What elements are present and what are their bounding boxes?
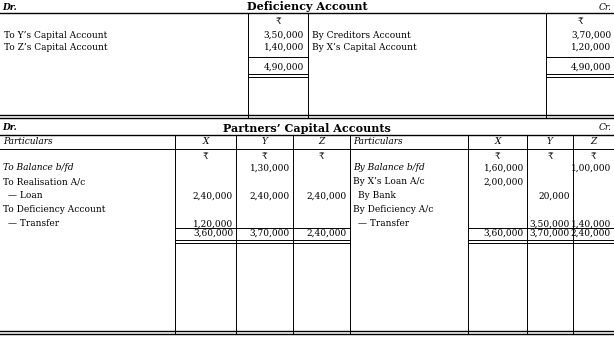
- Text: Deficiency Account: Deficiency Account: [247, 1, 367, 13]
- Text: X: X: [202, 138, 209, 146]
- Text: To Z’s Capital Account: To Z’s Capital Account: [4, 43, 107, 51]
- Text: 2,40,000: 2,40,000: [571, 228, 611, 238]
- Text: Particulars: Particulars: [353, 138, 403, 146]
- Text: 3,70,000: 3,70,000: [571, 30, 611, 40]
- Text: 1,30,000: 1,30,000: [250, 164, 290, 172]
- Text: By X’s Capital Account: By X’s Capital Account: [312, 43, 417, 51]
- Text: Y: Y: [262, 138, 268, 146]
- Text: Y: Y: [547, 138, 553, 146]
- Text: 2,40,000: 2,40,000: [307, 192, 347, 200]
- Text: By Deficiency A/c: By Deficiency A/c: [353, 206, 433, 215]
- Text: Dr.: Dr.: [2, 2, 17, 11]
- Text: Dr.: Dr.: [2, 123, 17, 132]
- Text: To Balance b/fd: To Balance b/fd: [3, 164, 74, 172]
- Text: 1,40,000: 1,40,000: [264, 43, 304, 51]
- Text: To Deficiency Account: To Deficiency Account: [3, 206, 106, 215]
- Text: — Transfer: — Transfer: [358, 219, 409, 228]
- Text: ₹: ₹: [275, 18, 281, 26]
- Text: ₹: ₹: [577, 18, 583, 26]
- Text: 3,50,000: 3,50,000: [264, 30, 304, 40]
- Text: 1,20,000: 1,20,000: [571, 43, 611, 51]
- Text: ₹: ₹: [319, 152, 324, 162]
- Text: 2,40,000: 2,40,000: [307, 228, 347, 238]
- Text: 3,60,000: 3,60,000: [484, 228, 524, 238]
- Text: By X’s Loan A/c: By X’s Loan A/c: [353, 177, 425, 187]
- Text: ₹: ₹: [495, 152, 500, 162]
- Text: By Balance b/fd: By Balance b/fd: [353, 164, 425, 172]
- Text: 3,60,000: 3,60,000: [193, 228, 233, 238]
- Text: 3,50,000: 3,50,000: [530, 219, 570, 228]
- Text: Cr.: Cr.: [599, 123, 612, 132]
- Text: — Loan: — Loan: [8, 192, 42, 200]
- Text: — Transfer: — Transfer: [8, 219, 59, 228]
- Text: Z: Z: [319, 138, 325, 146]
- Text: To Y’s Capital Account: To Y’s Capital Account: [4, 30, 107, 40]
- Text: 2,40,000: 2,40,000: [250, 192, 290, 200]
- Text: ₹: ₹: [203, 152, 208, 162]
- Text: 2,00,000: 2,00,000: [484, 177, 524, 187]
- Text: By Bank: By Bank: [358, 192, 396, 200]
- Text: 1,40,000: 1,40,000: [571, 219, 611, 228]
- Text: ₹: ₹: [262, 152, 267, 162]
- Text: 20,000: 20,000: [538, 192, 570, 200]
- Text: 1,60,000: 1,60,000: [484, 164, 524, 172]
- Text: To Realisation A/c: To Realisation A/c: [3, 177, 85, 187]
- Text: Particulars: Particulars: [3, 138, 53, 146]
- Text: 1,20,000: 1,20,000: [193, 219, 233, 228]
- Text: 2,40,000: 2,40,000: [193, 192, 233, 200]
- Text: Cr.: Cr.: [599, 2, 612, 11]
- Text: 4,90,000: 4,90,000: [571, 63, 611, 72]
- Text: Partners’ Capital Accounts: Partners’ Capital Accounts: [223, 122, 391, 134]
- Text: X: X: [494, 138, 500, 146]
- Text: ₹: ₹: [547, 152, 553, 162]
- Text: 1,00,000: 1,00,000: [571, 164, 611, 172]
- Text: Z: Z: [591, 138, 597, 146]
- Text: ₹: ₹: [591, 152, 596, 162]
- Text: 4,90,000: 4,90,000: [264, 63, 304, 72]
- Text: 3,70,000: 3,70,000: [250, 228, 290, 238]
- Text: 3,70,000: 3,70,000: [530, 228, 570, 238]
- Text: By Creditors Account: By Creditors Account: [312, 30, 411, 40]
